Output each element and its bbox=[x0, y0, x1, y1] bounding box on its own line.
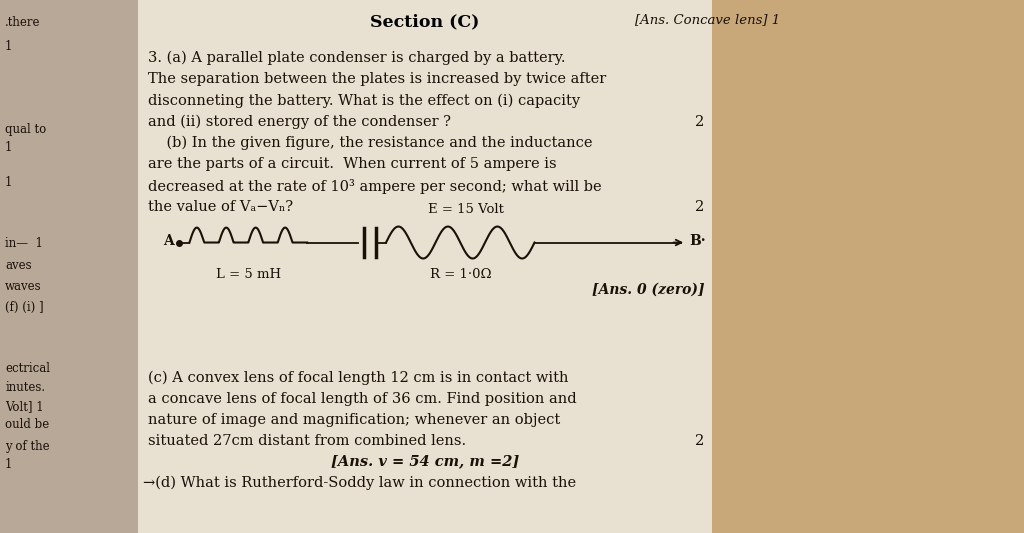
Text: E = 15 Volt: E = 15 Volt bbox=[428, 203, 504, 216]
Text: 1: 1 bbox=[5, 141, 12, 154]
Text: (c) A convex lens of focal length 12 cm is in contact with: (c) A convex lens of focal length 12 cm … bbox=[148, 370, 569, 385]
Text: .there: .there bbox=[5, 16, 41, 29]
Text: →(d) What is Rutherford-Soddy law in connection with the: →(d) What is Rutherford-Soddy law in con… bbox=[143, 475, 577, 490]
Text: Section (C): Section (C) bbox=[371, 13, 479, 30]
Text: a concave lens of focal length of 36 cm. Find position and: a concave lens of focal length of 36 cm.… bbox=[148, 392, 578, 406]
Text: and (ii) stored energy of the condenser ?: and (ii) stored energy of the condenser … bbox=[148, 115, 452, 129]
Text: 3. (a) A parallel plate condenser is charged by a battery.: 3. (a) A parallel plate condenser is cha… bbox=[148, 51, 566, 65]
Text: B·: B· bbox=[689, 234, 706, 248]
Text: decreased at the rate of 10³ ampere per second; what will be: decreased at the rate of 10³ ampere per … bbox=[148, 179, 602, 193]
Text: R = 1·0Ω: R = 1·0Ω bbox=[429, 268, 492, 281]
Text: [Ans. v = 54 cm, m =2]: [Ans. v = 54 cm, m =2] bbox=[331, 454, 519, 468]
Text: 2: 2 bbox=[695, 434, 705, 448]
FancyBboxPatch shape bbox=[138, 0, 712, 533]
Text: aves: aves bbox=[5, 259, 32, 271]
FancyBboxPatch shape bbox=[712, 0, 1024, 533]
Text: the value of Vₐ−Vₙ?: the value of Vₐ−Vₙ? bbox=[148, 200, 294, 214]
Text: 2: 2 bbox=[695, 200, 705, 214]
Text: waves: waves bbox=[5, 280, 42, 293]
Text: ould be: ould be bbox=[5, 418, 49, 431]
Text: ectrical: ectrical bbox=[5, 362, 50, 375]
Text: nature of image and magnification; whenever an object: nature of image and magnification; whene… bbox=[148, 413, 561, 427]
Text: 2: 2 bbox=[695, 115, 705, 128]
Text: (f) (i) ]: (f) (i) ] bbox=[5, 301, 44, 314]
Text: 1: 1 bbox=[5, 176, 12, 189]
Text: L = 5 mH: L = 5 mH bbox=[216, 268, 281, 281]
Text: The separation between the plates is increased by twice after: The separation between the plates is inc… bbox=[148, 72, 607, 86]
Text: in—  1: in— 1 bbox=[5, 237, 43, 250]
Text: situated 27cm distant from combined lens.: situated 27cm distant from combined lens… bbox=[148, 434, 467, 448]
Text: (b) In the given figure, the resistance and the inductance: (b) In the given figure, the resistance … bbox=[148, 136, 593, 150]
Text: [Ans. Concave lens] 1: [Ans. Concave lens] 1 bbox=[635, 13, 780, 26]
Text: 1: 1 bbox=[5, 40, 12, 53]
Text: are the parts of a circuit.  When current of 5 ampere is: are the parts of a circuit. When current… bbox=[148, 157, 557, 171]
Text: A: A bbox=[164, 234, 174, 248]
Text: [Ans. 0 (zero)]: [Ans. 0 (zero)] bbox=[592, 282, 705, 296]
Text: qual to: qual to bbox=[5, 123, 46, 135]
Text: Volt] 1: Volt] 1 bbox=[5, 400, 44, 413]
Text: 1: 1 bbox=[5, 458, 12, 471]
Text: disconneting the battery. What is the effect on (i) capacity: disconneting the battery. What is the ef… bbox=[148, 93, 581, 108]
Text: y of the: y of the bbox=[5, 440, 50, 453]
Text: inutes.: inutes. bbox=[5, 381, 45, 394]
